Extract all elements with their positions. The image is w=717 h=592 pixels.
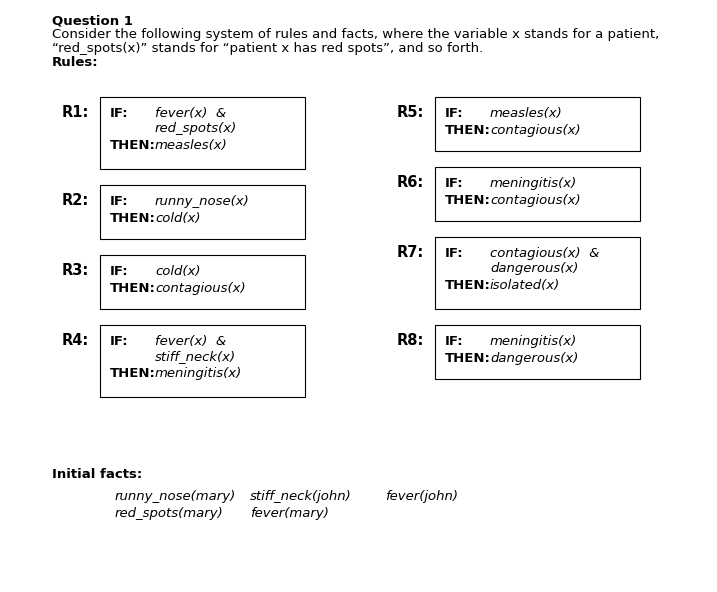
Text: IF:: IF: [110, 107, 128, 120]
Text: R8:: R8: [397, 333, 424, 348]
Text: R6:: R6: [397, 175, 424, 190]
Text: THEN:: THEN: [110, 212, 156, 225]
Text: IF:: IF: [110, 265, 128, 278]
Text: meningitis(x): meningitis(x) [490, 177, 577, 190]
Text: R7:: R7: [397, 245, 424, 260]
Text: red_spots(mary): red_spots(mary) [115, 507, 224, 520]
Text: red_spots(x): red_spots(x) [155, 122, 237, 135]
Text: THEN:: THEN: [445, 279, 491, 292]
Text: dangerous(x): dangerous(x) [490, 352, 579, 365]
Bar [435, 237, 640, 309]
Text: meningitis(x): meningitis(x) [490, 335, 577, 348]
Text: R2:: R2: [62, 193, 89, 208]
Text: contagious(x): contagious(x) [490, 194, 581, 207]
Text: fever(x)  &: fever(x) & [155, 335, 227, 348]
Text: contagious(x)  &: contagious(x) & [490, 247, 599, 260]
Text: fever(john): fever(john) [385, 490, 458, 503]
Text: R5:: R5: [397, 105, 424, 120]
Text: fever(mary): fever(mary) [250, 507, 329, 520]
Text: contagious(x): contagious(x) [490, 124, 581, 137]
Text: R4:: R4: [62, 333, 89, 348]
Bar [100, 185, 305, 239]
Text: isolated(x): isolated(x) [490, 279, 560, 292]
Text: IF:: IF: [445, 107, 464, 120]
Text: Question 1: Question 1 [52, 14, 133, 27]
Text: “red_spots(x)” stands for “patient x has red spots”, and so forth.: “red_spots(x)” stands for “patient x has… [52, 42, 483, 55]
Text: IF:: IF: [445, 335, 464, 348]
Text: Initial facts:: Initial facts: [52, 468, 142, 481]
Bar [435, 97, 640, 151]
Text: THEN:: THEN: [110, 282, 156, 295]
Bar [435, 167, 640, 221]
Text: THEN:: THEN: [445, 194, 491, 207]
Text: cold(x): cold(x) [155, 212, 201, 225]
Text: R1:: R1: [62, 105, 90, 120]
Text: IF:: IF: [110, 335, 128, 348]
Text: meningitis(x): meningitis(x) [155, 367, 242, 380]
Bar [100, 97, 305, 169]
Text: IF:: IF: [445, 247, 464, 260]
Bar [100, 325, 305, 397]
Text: IF:: IF: [110, 195, 128, 208]
Text: IF:: IF: [445, 177, 464, 190]
Text: fever(x)  &: fever(x) & [155, 107, 227, 120]
Text: cold(x): cold(x) [155, 265, 201, 278]
Text: runny_nose(x): runny_nose(x) [155, 195, 250, 208]
Text: stiff_neck(x): stiff_neck(x) [155, 350, 236, 363]
Text: measles(x): measles(x) [155, 139, 228, 152]
Text: THEN:: THEN: [110, 139, 156, 152]
Text: measles(x): measles(x) [490, 107, 563, 120]
Text: THEN:: THEN: [110, 367, 156, 380]
Text: stiff_neck(john): stiff_neck(john) [250, 490, 352, 503]
Text: contagious(x): contagious(x) [155, 282, 246, 295]
Text: R3:: R3: [62, 263, 89, 278]
Bar [435, 325, 640, 379]
Text: runny_nose(mary): runny_nose(mary) [115, 490, 236, 503]
Text: dangerous(x): dangerous(x) [490, 262, 579, 275]
Text: Rules:: Rules: [52, 56, 99, 69]
Bar [100, 255, 305, 309]
Text: THEN:: THEN: [445, 124, 491, 137]
Text: Consider the following system of rules and facts, where the variable x stands fo: Consider the following system of rules a… [52, 28, 659, 41]
Text: THEN:: THEN: [445, 352, 491, 365]
